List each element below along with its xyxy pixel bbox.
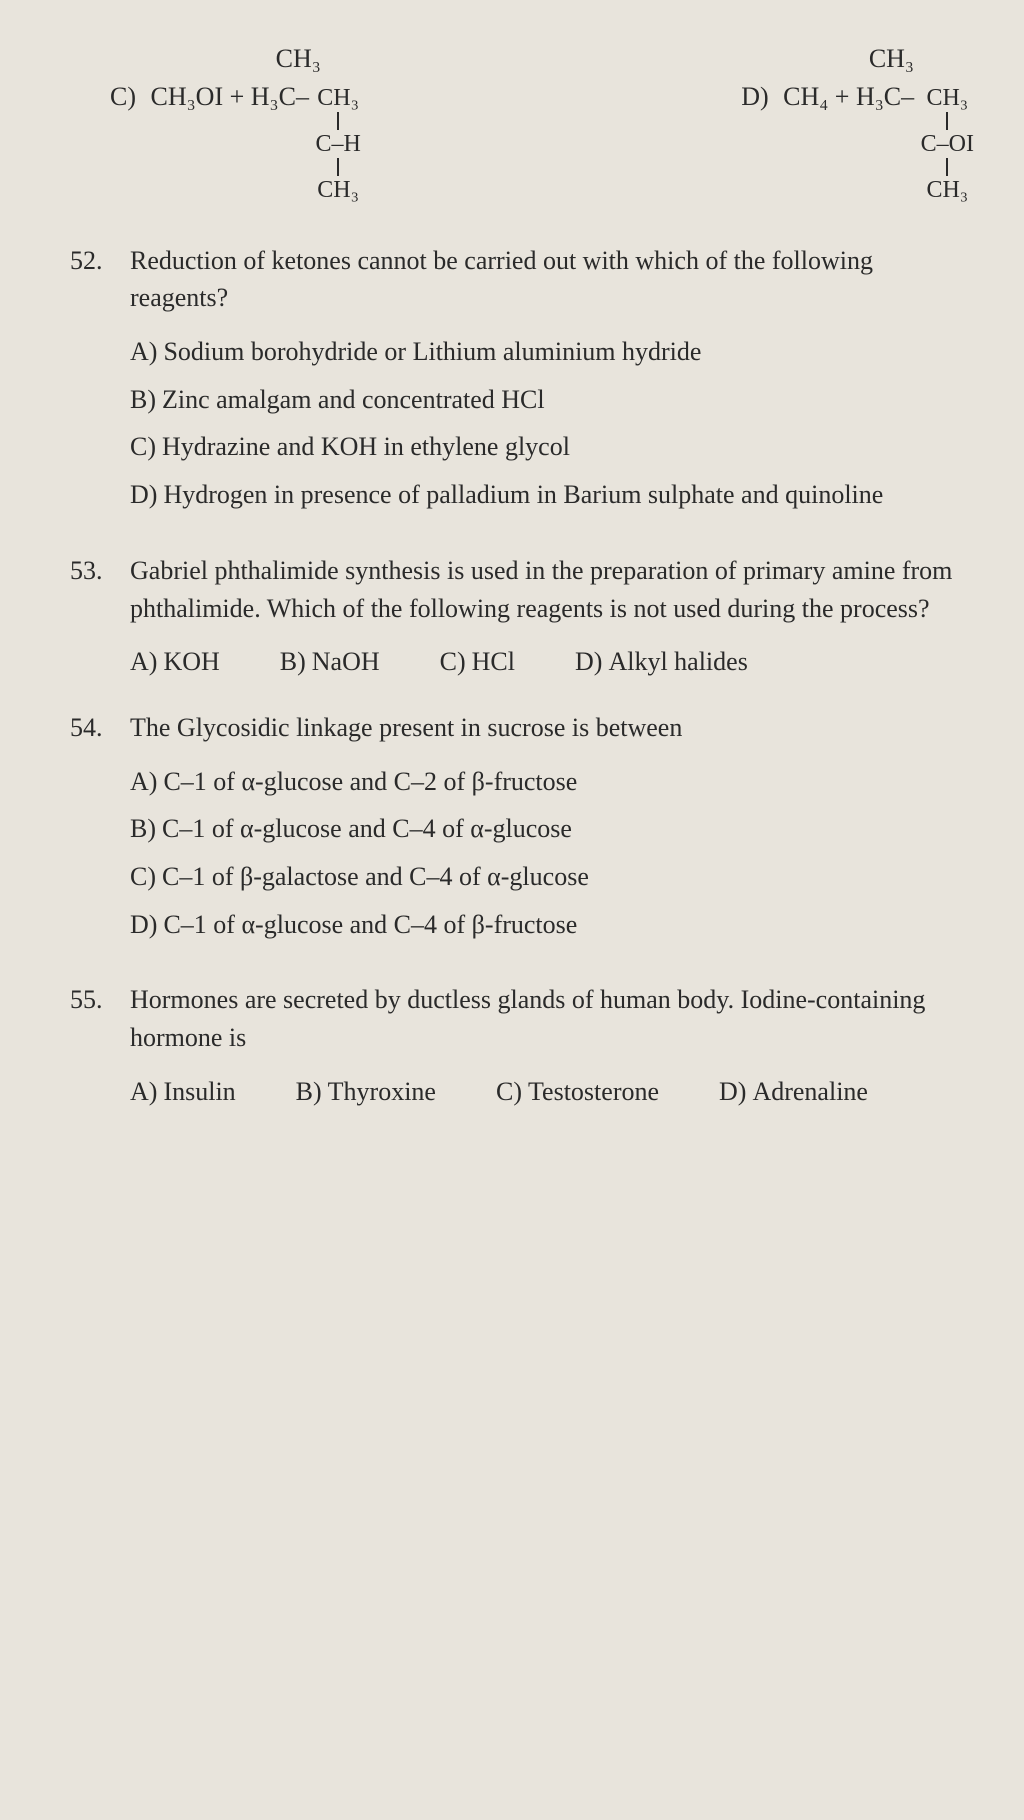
structure-options-row: CH₃ C) CH₃OI + H₃C– CH₃ C–H CH₃ CH₃ D) C… bbox=[50, 40, 974, 202]
question-number: 52. bbox=[70, 242, 130, 524]
option-text: HCl bbox=[472, 647, 515, 676]
option: A)C–1 of α-glucose and C–2 of β-fructose bbox=[130, 763, 974, 801]
option-letter: D) bbox=[130, 910, 157, 939]
option: D)C–1 of α-glucose and C–4 of β-fructose bbox=[130, 906, 974, 944]
option-text: Thyroxine bbox=[328, 1077, 436, 1106]
struct-prefix: CH₃OI + H₃C– bbox=[151, 82, 309, 111]
question-stem: Gabriel phthalimide synthesis is used in… bbox=[130, 552, 974, 627]
option-letter: C) bbox=[130, 862, 156, 891]
opt-letter: D) bbox=[741, 82, 768, 111]
option: B)Thyroxine bbox=[296, 1073, 436, 1111]
option: A)Sodium borohydride or Lithium aluminiu… bbox=[130, 333, 974, 371]
question-number: 54. bbox=[70, 709, 130, 953]
option: C)Testosterone bbox=[496, 1073, 659, 1111]
option: B)Zinc amalgam and concentrated HCl bbox=[130, 381, 974, 419]
bond-icon bbox=[946, 112, 948, 130]
option-text: C–1 of α-glucose and C–2 of β-fructose bbox=[163, 767, 577, 796]
option: C)C–1 of β-galactose and C–4 of α-glucos… bbox=[130, 858, 974, 896]
option: D)Alkyl halides bbox=[575, 643, 748, 681]
question-number: 53. bbox=[70, 552, 130, 681]
option-text: C–1 of β-galactose and C–4 of α-glucose bbox=[162, 862, 589, 891]
option: D)Hydrogen in presence of palladium in B… bbox=[130, 476, 974, 514]
option: A)Insulin bbox=[130, 1073, 236, 1111]
option-text: NaOH bbox=[312, 647, 380, 676]
option: C)Hydrazine and KOH in ethylene glycol bbox=[130, 428, 974, 466]
mol-mid: C–H bbox=[315, 132, 360, 156]
question-stem: The Glycosidic linkage present in sucros… bbox=[130, 709, 974, 747]
mol-group: CH₃ C–OI CH₃ bbox=[921, 86, 974, 202]
option: D)Adrenaline bbox=[719, 1073, 868, 1111]
option-letter: B) bbox=[130, 814, 156, 843]
option-text: Adrenaline bbox=[752, 1077, 868, 1106]
question-body: Gabriel phthalimide synthesis is used in… bbox=[130, 552, 974, 681]
question-stem: Reduction of ketones cannot be carried o… bbox=[130, 242, 974, 317]
option-text: Alkyl halides bbox=[608, 647, 747, 676]
mol-mid: C–OI bbox=[921, 132, 974, 156]
option-letter: C) bbox=[496, 1077, 522, 1106]
struct-prefix: CH₄ + H₃C– bbox=[783, 82, 914, 111]
question-body: Reduction of ketones cannot be carried o… bbox=[130, 242, 974, 524]
mol-top: CH₃ bbox=[926, 86, 968, 110]
option-letter: D) bbox=[719, 1077, 746, 1106]
question-number: 55. bbox=[70, 981, 130, 1110]
option-letter: C) bbox=[130, 432, 156, 461]
extra-ch3: CH₃ bbox=[276, 44, 321, 73]
question: 53.Gabriel phthalimide synthesis is used… bbox=[50, 552, 974, 681]
mol-bot: CH₃ bbox=[926, 178, 968, 202]
option-letter: A) bbox=[130, 337, 157, 366]
option-letter: A) bbox=[130, 647, 157, 676]
bond-icon bbox=[337, 112, 339, 130]
option-text: KOH bbox=[163, 647, 219, 676]
option: B)C–1 of α-glucose and C–4 of α-glucose bbox=[130, 810, 974, 848]
question-stem: Hormones are secreted by ductless glands… bbox=[130, 981, 974, 1056]
question: 54.The Glycosidic linkage present in suc… bbox=[50, 709, 974, 953]
option-text: Sodium borohydride or Lithium aluminium … bbox=[163, 337, 701, 366]
question: 52.Reduction of ketones cannot be carrie… bbox=[50, 242, 974, 524]
options-list: A)Sodium borohydride or Lithium aluminiu… bbox=[130, 333, 974, 514]
option-letter: C) bbox=[440, 647, 466, 676]
options-list: A)C–1 of α-glucose and C–2 of β-fructose… bbox=[130, 763, 974, 944]
extra-ch3: CH₃ bbox=[869, 44, 914, 73]
option-letter: A) bbox=[130, 1077, 157, 1106]
option-text: C–1 of α-glucose and C–4 of α-glucose bbox=[162, 814, 572, 843]
option-text: Testosterone bbox=[528, 1077, 659, 1106]
option-text: C–1 of α-glucose and C–4 of β-fructose bbox=[163, 910, 577, 939]
option-text: Hydrogen in presence of palladium in Bar… bbox=[163, 480, 883, 509]
option-c-structure: CH₃ C) CH₃OI + H₃C– CH₃ C–H CH₃ bbox=[110, 40, 361, 202]
option-letter: D) bbox=[575, 647, 602, 676]
bond-icon bbox=[946, 158, 948, 176]
option-letter: B) bbox=[296, 1077, 322, 1106]
option: A)KOH bbox=[130, 643, 220, 681]
option-text: Insulin bbox=[163, 1077, 235, 1106]
opt-letter: C) bbox=[110, 82, 136, 111]
option-text: Hydrazine and KOH in ethylene glycol bbox=[162, 432, 570, 461]
question-body: Hormones are secreted by ductless glands… bbox=[130, 981, 974, 1110]
option-letter: D) bbox=[130, 480, 157, 509]
question-body: The Glycosidic linkage present in sucros… bbox=[130, 709, 974, 953]
options-list: A)Insulin B)Thyroxine C)Testosterone D)Adre… bbox=[130, 1073, 974, 1111]
mol-bot: CH₃ bbox=[317, 178, 359, 202]
option-letter: B) bbox=[130, 385, 156, 414]
option: C)HCl bbox=[440, 643, 515, 681]
option-letter: B) bbox=[280, 647, 306, 676]
option-text: Zinc amalgam and concentrated HCl bbox=[162, 385, 545, 414]
mol-group: CH₃ C–H CH₃ bbox=[315, 86, 360, 202]
question: 55.Hormones are secreted by ductless gla… bbox=[50, 981, 974, 1110]
option-d-structure: CH₃ D) CH₄ + H₃C– CH₃ C–OI CH₃ bbox=[741, 40, 974, 202]
option: B)NaOH bbox=[280, 643, 380, 681]
options-list: A)KOH B)NaOH C)HCl D)Alkyl halides bbox=[130, 643, 974, 681]
bond-icon bbox=[337, 158, 339, 176]
option-letter: A) bbox=[130, 767, 157, 796]
mol-top: CH₃ bbox=[317, 86, 359, 110]
